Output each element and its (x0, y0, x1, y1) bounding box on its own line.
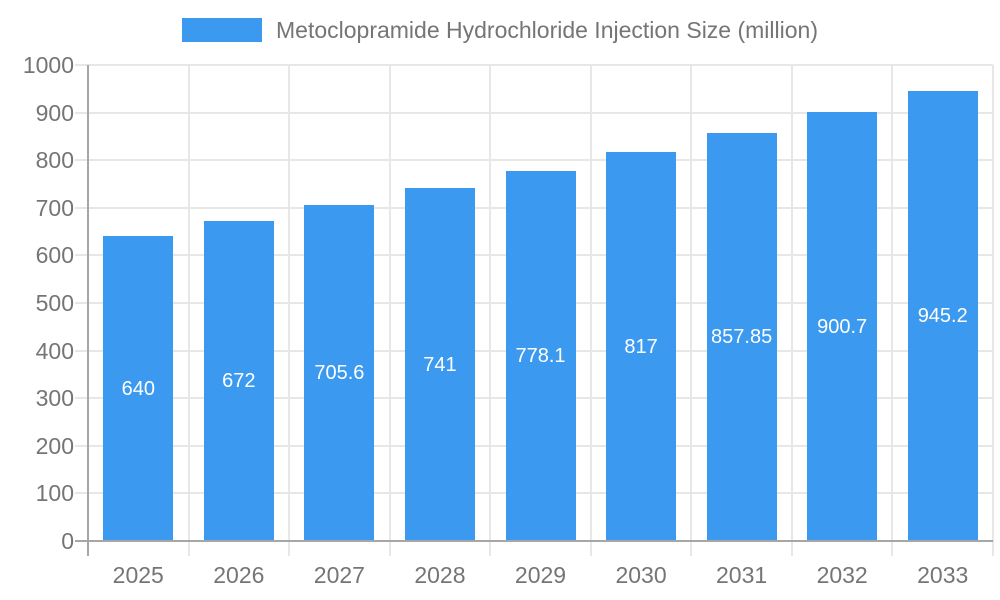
gridline-horizontal (75, 159, 993, 162)
x-axis-tick-label: 2033 (917, 562, 969, 588)
x-axis-tick-label: 2025 (112, 562, 164, 588)
gridline-vertical (690, 65, 693, 556)
gridline-vertical (288, 65, 291, 556)
legend[interactable]: Metoclopramide Hydrochloride Injection S… (0, 16, 1000, 44)
y-axis-tick-label: 400 (35, 337, 74, 364)
bar-value-label: 741 (423, 353, 457, 376)
x-axis-tick-label: 2030 (615, 562, 667, 588)
gridline-vertical (891, 65, 894, 556)
bar-value-label: 778.1 (515, 344, 566, 367)
x-axis-tick-label: 2029 (514, 562, 567, 588)
gridline-vertical (992, 65, 994, 556)
gridline-horizontal (75, 111, 993, 114)
bar-value-label: 900.7 (817, 315, 868, 338)
bar-2027[interactable] (304, 205, 375, 540)
gridline-vertical (790, 65, 793, 556)
bar-value-label: 705.6 (314, 362, 365, 385)
y-axis-tick-label: 100 (35, 480, 74, 507)
y-axis-tick-label: 900 (35, 99, 74, 126)
bar-2029[interactable] (505, 170, 576, 540)
y-axis-line (87, 65, 89, 556)
gridline-vertical (388, 65, 391, 556)
bar-2032[interactable] (807, 112, 878, 540)
y-axis-tick-label: 0 (61, 528, 74, 554)
x-axis-line (75, 540, 993, 542)
legend-label: Metoclopramide Hydrochloride Injection S… (276, 17, 818, 43)
bar-2028[interactable] (404, 188, 475, 540)
legend-swatch (182, 18, 262, 42)
y-axis-tick-label: 800 (35, 147, 74, 174)
bar-2031[interactable] (706, 132, 777, 540)
bar-value-label: 672 (222, 370, 256, 393)
y-axis-tick-label: 700 (35, 194, 74, 221)
bar-2033[interactable] (907, 91, 978, 540)
bar-value-label: 640 (121, 377, 155, 400)
bar-value-label: 945.2 (917, 305, 968, 328)
y-axis-tick-label: 500 (35, 290, 74, 316)
gridline-vertical (489, 65, 492, 556)
x-axis-tick-label: 2027 (313, 562, 365, 588)
y-axis-tick-label: 200 (35, 432, 74, 459)
gridline-horizontal (75, 64, 993, 66)
x-axis-tick-label: 2028 (414, 562, 466, 588)
bar-2030[interactable] (606, 152, 677, 540)
gridline-vertical (589, 65, 592, 556)
y-axis-tick-label: 600 (35, 242, 74, 269)
x-axis-tick-label: 2026 (213, 562, 265, 588)
y-axis-tick-label: 300 (35, 385, 74, 412)
bar-2025[interactable] (103, 236, 174, 540)
bar-value-label: 817 (624, 335, 658, 358)
x-axis-tick-label: 2032 (816, 562, 868, 588)
y-axis-tick-label: 1000 (22, 52, 74, 78)
gridline-vertical (187, 65, 190, 556)
bar-value-label: 857.85 (711, 325, 773, 348)
x-axis-tick-label: 2031 (716, 562, 768, 588)
bar-2026[interactable] (203, 221, 274, 540)
